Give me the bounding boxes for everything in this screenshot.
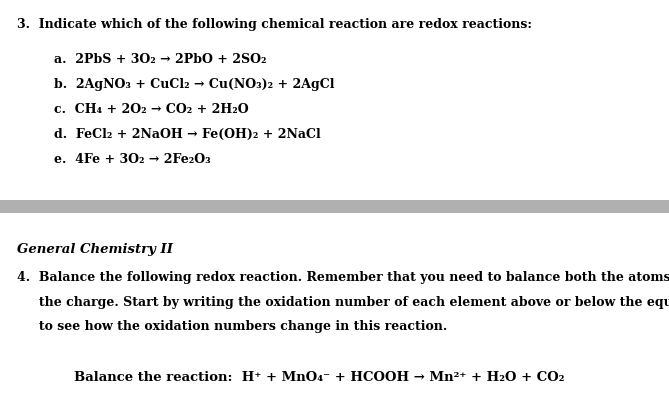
Text: b.  2AgNO₃ + CuCl₂ → Cu(NO₃)₂ + 2AgCl: b. 2AgNO₃ + CuCl₂ → Cu(NO₃)₂ + 2AgCl	[54, 78, 334, 91]
Text: a.  2PbS + 3O₂ → 2PbO + 2SO₂: a. 2PbS + 3O₂ → 2PbO + 2SO₂	[54, 53, 266, 66]
Text: 3.  Indicate which of the following chemical reaction are redox reactions:: 3. Indicate which of the following chemi…	[17, 18, 532, 31]
Text: to see how the oxidation numbers change in this reaction.: to see how the oxidation numbers change …	[17, 320, 447, 333]
Text: d.  FeCl₂ + 2NaOH → Fe(OH)₂ + 2NaCl: d. FeCl₂ + 2NaOH → Fe(OH)₂ + 2NaCl	[54, 128, 320, 141]
Text: General Chemistry II: General Chemistry II	[17, 243, 173, 256]
Text: 4.  Balance the following redox reaction. Remember that you need to balance both: 4. Balance the following redox reaction.…	[17, 271, 669, 284]
Text: c.  CH₄ + 2O₂ → CO₂ + 2H₂O: c. CH₄ + 2O₂ → CO₂ + 2H₂O	[54, 103, 248, 116]
Text: e.  4Fe + 3O₂ → 2Fe₂O₃: e. 4Fe + 3O₂ → 2Fe₂O₃	[54, 153, 210, 166]
Text: Balance the reaction:  H⁺ + MnO₄⁻ + HCOOH → Mn²⁺ + H₂O + CO₂: Balance the reaction: H⁺ + MnO₄⁻ + HCOOH…	[74, 371, 564, 384]
Text: the charge. Start by writing the oxidation number of each element above or below: the charge. Start by writing the oxidati…	[17, 296, 669, 309]
